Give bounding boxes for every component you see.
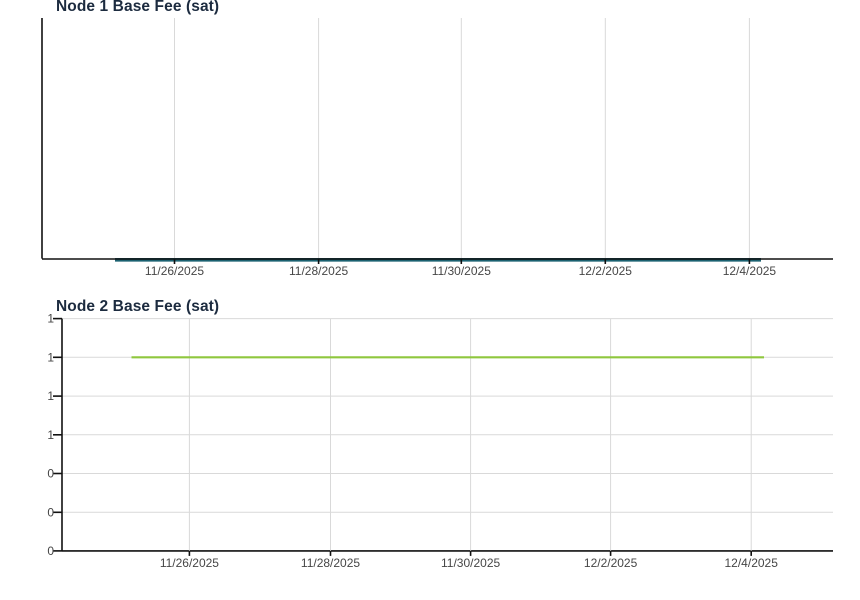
svg-text:1: 1 [47, 312, 54, 326]
svg-text:1: 1 [47, 428, 54, 442]
svg-text:12/4/2025: 12/4/2025 [723, 264, 777, 278]
svg-text:11/28/2025: 11/28/2025 [301, 556, 360, 570]
svg-text:0: 0 [47, 467, 54, 481]
svg-text:11/28/2025: 11/28/2025 [289, 264, 348, 278]
svg-text:11/30/2025: 11/30/2025 [432, 264, 491, 278]
svg-text:12/4/2025: 12/4/2025 [725, 556, 779, 570]
svg-text:12/2/2025: 12/2/2025 [579, 264, 633, 278]
svg-text:12/2/2025: 12/2/2025 [584, 556, 638, 570]
svg-text:0: 0 [47, 505, 54, 519]
svg-text:11/26/2025: 11/26/2025 [145, 264, 204, 278]
svg-text:1: 1 [47, 350, 54, 364]
svg-text:11/30/2025: 11/30/2025 [441, 556, 500, 570]
svg-text:1: 1 [47, 389, 54, 403]
svg-text:0: 0 [47, 544, 54, 558]
svg-text:11/26/2025: 11/26/2025 [160, 556, 219, 570]
